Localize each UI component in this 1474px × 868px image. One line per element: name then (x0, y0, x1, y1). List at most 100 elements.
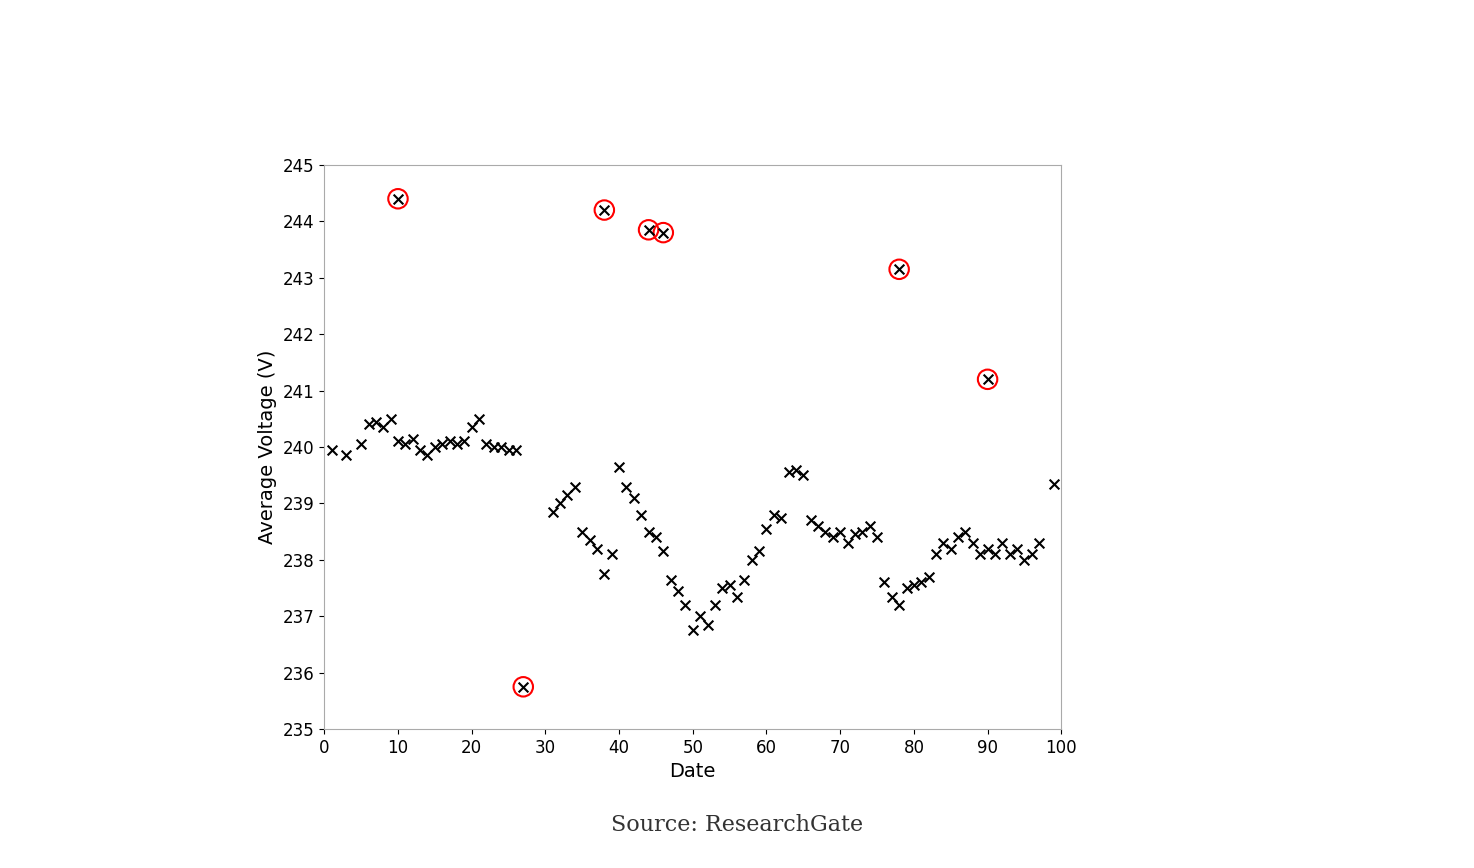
Point (932, 536, 955, 549)
Point (371, 420, 395, 434)
Point (873, 575, 896, 589)
Point (674, 598, 697, 612)
Point (799, 513, 822, 527)
Point (725, 589, 749, 603)
Point (688, 609, 712, 623)
Point (659, 573, 682, 587)
Point (541, 505, 565, 519)
Point (718, 578, 741, 592)
X-axis label: Date: Date (669, 762, 716, 781)
Point (895, 581, 918, 595)
Point (710, 581, 734, 595)
Point (511, 680, 535, 694)
Text: Source: ResearchGate: Source: ResearchGate (610, 813, 864, 836)
Point (563, 479, 587, 493)
Point (364, 415, 388, 429)
Point (593, 203, 616, 217)
Point (946, 530, 970, 544)
Point (887, 262, 911, 276)
Point (600, 547, 624, 561)
Point (939, 542, 963, 556)
Point (850, 524, 874, 538)
Point (622, 490, 646, 504)
Point (637, 223, 660, 237)
Point (349, 437, 373, 451)
Point (652, 226, 675, 240)
Point (762, 508, 786, 522)
Point (814, 524, 837, 538)
Point (696, 618, 719, 632)
Point (1027, 536, 1051, 549)
Point (1005, 542, 1029, 556)
Point (489, 440, 513, 454)
Y-axis label: Average Voltage (V): Average Voltage (V) (258, 350, 277, 544)
Point (652, 226, 675, 240)
Point (644, 530, 668, 544)
Point (570, 524, 594, 538)
Point (607, 460, 631, 474)
Point (460, 420, 483, 434)
Point (1013, 553, 1036, 567)
Point (445, 437, 469, 451)
Point (430, 437, 454, 451)
Point (386, 435, 410, 449)
Point (821, 530, 845, 544)
Point (887, 262, 911, 276)
Point (556, 488, 579, 502)
Point (335, 449, 358, 463)
Point (733, 573, 756, 587)
Point (637, 223, 660, 237)
Point (954, 524, 977, 538)
Point (887, 598, 911, 612)
Point (401, 431, 425, 445)
Point (924, 547, 948, 561)
Point (408, 443, 432, 457)
Point (416, 449, 439, 463)
Point (740, 553, 764, 567)
Point (880, 589, 904, 603)
Point (666, 584, 690, 598)
Point (998, 547, 1021, 561)
Point (386, 192, 410, 206)
Point (652, 544, 675, 558)
Point (357, 418, 380, 431)
Point (386, 192, 410, 206)
Point (976, 372, 999, 386)
Point (976, 372, 999, 386)
Point (453, 435, 476, 449)
Point (755, 522, 778, 536)
Point (806, 519, 830, 533)
Point (320, 443, 343, 457)
Point (593, 203, 616, 217)
Point (578, 533, 601, 547)
Point (976, 542, 999, 556)
Point (747, 544, 771, 558)
Point (629, 508, 653, 522)
Point (968, 547, 992, 561)
Point (379, 411, 402, 425)
Point (902, 578, 926, 592)
Point (828, 524, 852, 538)
Point (858, 519, 881, 533)
Point (909, 575, 933, 589)
Point (777, 465, 800, 479)
Point (637, 524, 660, 538)
Point (593, 567, 616, 581)
Point (1020, 547, 1044, 561)
Point (548, 496, 572, 510)
Point (703, 598, 727, 612)
Point (467, 411, 491, 425)
Point (983, 547, 1007, 561)
Point (681, 623, 705, 637)
Point (843, 528, 867, 542)
Point (482, 440, 506, 454)
Point (961, 536, 985, 549)
Point (423, 440, 447, 454)
Point (1042, 477, 1066, 490)
Point (769, 510, 793, 524)
Point (991, 536, 1014, 549)
Point (497, 443, 520, 457)
Point (615, 479, 638, 493)
Point (475, 437, 498, 451)
Point (585, 542, 609, 556)
